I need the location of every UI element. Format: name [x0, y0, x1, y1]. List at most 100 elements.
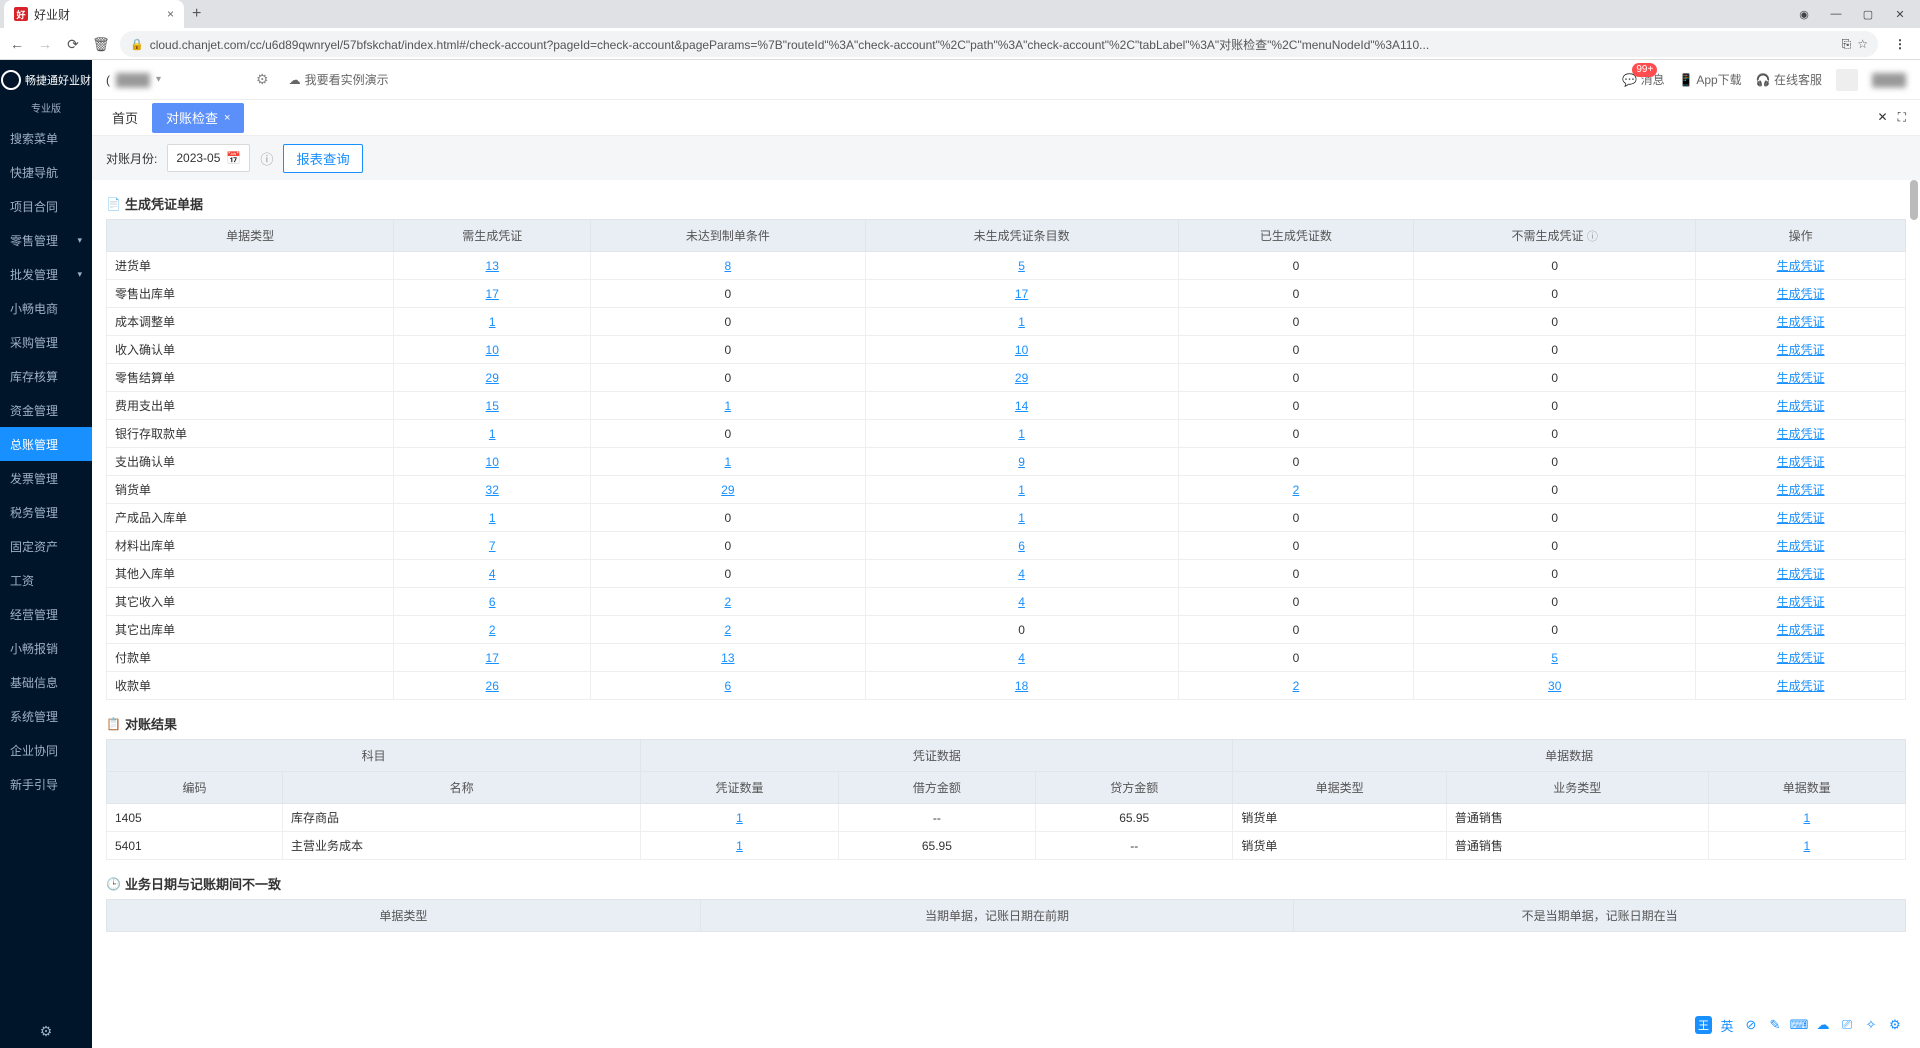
sidebar-item[interactable]: 库存核算 — [0, 359, 92, 393]
generate-voucher-link[interactable]: 生成凭证 — [1777, 399, 1825, 413]
app-download-button[interactable]: 📱 App下载 — [1679, 71, 1742, 88]
count-link[interactable]: 4 — [1018, 595, 1025, 609]
count-link[interactable]: 1 — [1803, 811, 1810, 825]
star-icon[interactable]: ☆ — [1857, 37, 1868, 51]
sidebar-item[interactable]: 总账管理 — [0, 427, 92, 461]
tab-check-account[interactable]: 对账检查 × — [152, 103, 244, 133]
count-link[interactable]: 1 — [1803, 839, 1810, 853]
generate-voucher-link[interactable]: 生成凭证 — [1777, 455, 1825, 469]
sidebar-item[interactable]: 采购管理 — [0, 325, 92, 359]
count-link[interactable]: 5 — [1018, 259, 1025, 273]
sidebar-item[interactable]: 零售管理▾ — [0, 223, 92, 257]
sidebar-item[interactable]: 系统管理 — [0, 699, 92, 733]
generate-voucher-link[interactable]: 生成凭证 — [1777, 679, 1825, 693]
generate-voucher-link[interactable]: 生成凭证 — [1777, 623, 1825, 637]
count-link[interactable]: 17 — [486, 287, 499, 301]
count-link[interactable]: 6 — [489, 595, 496, 609]
query-button[interactable]: 报表查询 — [283, 144, 362, 173]
count-link[interactable]: 2 — [489, 623, 496, 637]
count-link[interactable]: 1 — [736, 811, 743, 825]
reload-icon[interactable]: ⟳ — [64, 35, 82, 53]
count-link[interactable]: 8 — [725, 259, 732, 273]
new-tab-button[interactable]: + — [192, 5, 201, 23]
close-tab-icon[interactable]: × — [167, 7, 174, 21]
org-select[interactable]: ( ████ ▾ — [106, 73, 246, 87]
count-link[interactable]: 1 — [736, 839, 743, 853]
count-link[interactable]: 4 — [1018, 651, 1025, 665]
count-link[interactable]: 1 — [489, 315, 496, 329]
fullscreen-icon[interactable]: ⛶ — [1898, 110, 1906, 125]
sidebar-item[interactable]: 基础信息 — [0, 665, 92, 699]
maximize-icon[interactable]: ▢ — [1856, 4, 1880, 24]
settings-icon[interactable]: ⚙ — [40, 1023, 53, 1040]
tab-home[interactable]: 首页 — [98, 103, 152, 133]
ime-icon-1[interactable]: ⊘ — [1742, 1016, 1760, 1034]
sidebar-item[interactable]: 固定资产 — [0, 529, 92, 563]
ime-lang[interactable]: 英 — [1718, 1016, 1736, 1034]
count-link[interactable]: 2 — [1293, 483, 1300, 497]
count-link[interactable]: 30 — [1548, 679, 1561, 693]
count-link[interactable]: 1 — [1018, 511, 1025, 525]
generate-voucher-link[interactable]: 生成凭证 — [1777, 511, 1825, 525]
count-link[interactable]: 2 — [725, 623, 732, 637]
ime-badge[interactable]: 王 — [1695, 1016, 1712, 1034]
trash-icon[interactable]: 🗑 — [92, 35, 110, 53]
count-link[interactable]: 1 — [489, 427, 496, 441]
demo-link[interactable]: ☁ 我要看实例演示 — [289, 71, 389, 88]
sidebar-item[interactable]: 快捷导航 — [0, 155, 92, 189]
count-link[interactable]: 6 — [725, 679, 732, 693]
generate-voucher-link[interactable]: 生成凭证 — [1777, 371, 1825, 385]
ime-icon-6[interactable]: ✧ — [1862, 1016, 1880, 1034]
install-icon[interactable]: ⎘ — [1842, 37, 1852, 52]
count-link[interactable]: 7 — [489, 539, 496, 553]
count-link[interactable]: 6 — [1018, 539, 1025, 553]
account-icon[interactable]: ◉ — [1792, 4, 1816, 24]
sidebar-item[interactable]: 资金管理 — [0, 393, 92, 427]
ime-icon-5[interactable]: ⎚ — [1838, 1016, 1856, 1034]
ime-icon-7[interactable]: ⚙ — [1886, 1016, 1904, 1034]
count-link[interactable]: 1 — [725, 399, 732, 413]
count-link[interactable]: 10 — [486, 343, 499, 357]
close-tab-icon[interactable]: × — [224, 112, 230, 124]
sidebar-item[interactable]: 税务管理 — [0, 495, 92, 529]
online-service-button[interactable]: 🎧 在线客服 — [1756, 71, 1822, 88]
month-input[interactable]: 2023-05 📅 — [167, 144, 250, 172]
org-settings-icon[interactable]: ⚙ — [256, 71, 269, 88]
sidebar-item[interactable]: 经营管理 — [0, 597, 92, 631]
minimize-icon[interactable]: — — [1824, 4, 1848, 24]
generate-voucher-link[interactable]: 生成凭证 — [1777, 343, 1825, 357]
sidebar-item[interactable]: 工资 — [0, 563, 92, 597]
sidebar-item[interactable]: 企业协同 — [0, 733, 92, 767]
count-link[interactable]: 2 — [1293, 679, 1300, 693]
count-link[interactable]: 29 — [721, 483, 734, 497]
scroll-thumb[interactable] — [1910, 180, 1918, 220]
generate-voucher-link[interactable]: 生成凭证 — [1777, 651, 1825, 665]
count-link[interactable]: 1 — [1018, 483, 1025, 497]
sidebar-item[interactable]: 批发管理▾ — [0, 257, 92, 291]
avatar[interactable] — [1836, 69, 1858, 91]
count-link[interactable]: 29 — [1015, 371, 1028, 385]
address-bar[interactable]: 🔒 cloud.chanjet.com/cc/u6d89qwnryel/57bf… — [120, 31, 1878, 57]
count-link[interactable]: 1 — [725, 455, 732, 469]
scrollbar[interactable] — [1910, 180, 1918, 1048]
close-window-icon[interactable]: ✕ — [1888, 4, 1912, 24]
count-link[interactable]: 1 — [1018, 427, 1025, 441]
count-link[interactable]: 29 — [486, 371, 499, 385]
count-link[interactable]: 13 — [486, 259, 499, 273]
count-link[interactable]: 2 — [725, 595, 732, 609]
count-link[interactable]: 10 — [486, 455, 499, 469]
help-icon[interactable]: ⓘ — [1587, 231, 1598, 243]
generate-voucher-link[interactable]: 生成凭证 — [1777, 595, 1825, 609]
count-link[interactable]: 5 — [1551, 651, 1558, 665]
close-all-icon[interactable]: ✕ — [1878, 110, 1888, 125]
info-icon[interactable]: ⓘ — [260, 149, 273, 168]
count-link[interactable]: 17 — [1015, 287, 1028, 301]
generate-voucher-link[interactable]: 生成凭证 — [1777, 315, 1825, 329]
count-link[interactable]: 14 — [1015, 399, 1028, 413]
back-icon[interactable]: ← — [8, 35, 26, 53]
count-link[interactable]: 15 — [486, 399, 499, 413]
sidebar-item[interactable]: 新手引导 — [0, 767, 92, 801]
count-link[interactable]: 10 — [1015, 343, 1028, 357]
sidebar-item[interactable]: 搜索菜单 — [0, 121, 92, 155]
generate-voucher-link[interactable]: 生成凭证 — [1777, 567, 1825, 581]
